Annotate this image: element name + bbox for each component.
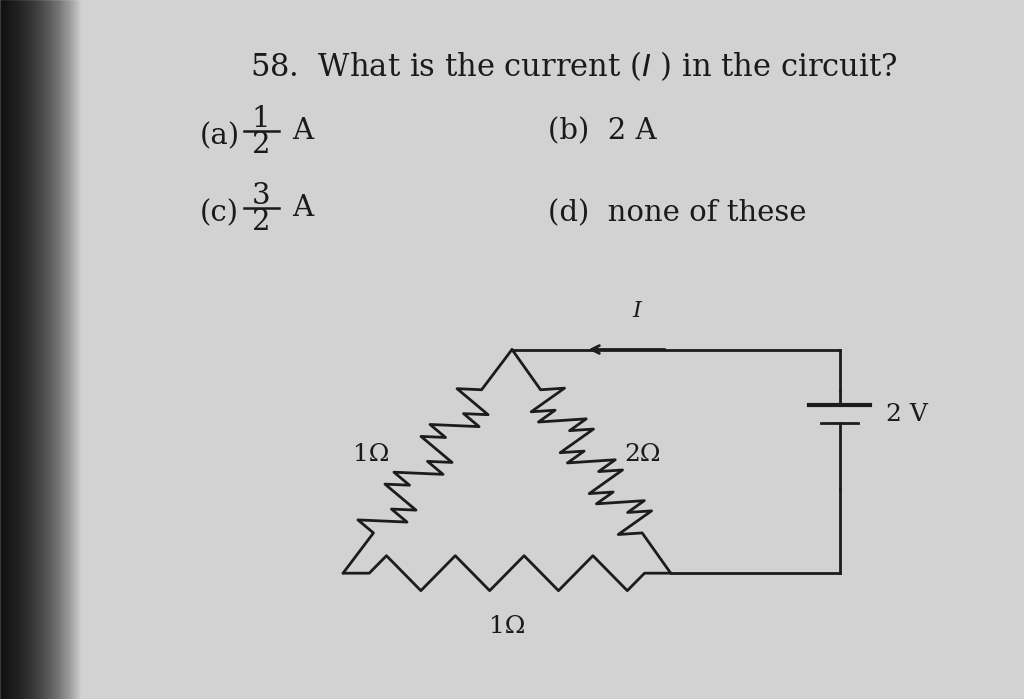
- Text: (a): (a): [200, 122, 240, 150]
- Text: (d)  none of these: (d) none of these: [548, 199, 806, 227]
- Text: 58.  What is the current ($I$ ) in the circuit?: 58. What is the current ($I$ ) in the ci…: [250, 49, 897, 83]
- Text: 1Ω: 1Ω: [353, 443, 389, 466]
- Text: (c): (c): [200, 199, 239, 227]
- Text: 2: 2: [252, 208, 270, 236]
- Text: A: A: [292, 117, 313, 145]
- Text: A: A: [292, 194, 313, 222]
- Text: I: I: [633, 300, 641, 322]
- Text: 1Ω: 1Ω: [488, 615, 525, 638]
- Text: 2 V: 2 V: [886, 403, 928, 426]
- Text: 3: 3: [252, 182, 270, 210]
- Text: 2Ω: 2Ω: [625, 443, 660, 466]
- Text: (b)  2 A: (b) 2 A: [548, 117, 656, 145]
- Text: 2: 2: [252, 131, 270, 159]
- Text: 1: 1: [252, 105, 270, 133]
